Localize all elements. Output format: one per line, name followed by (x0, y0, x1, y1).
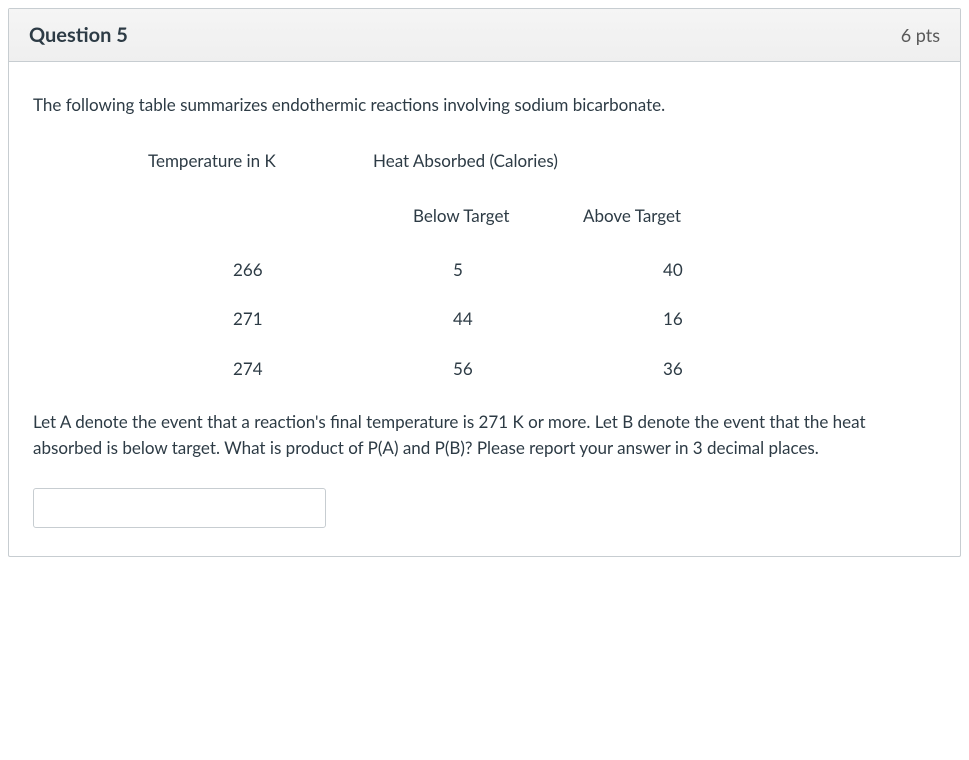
sub-header-row: Below Target Above Target (148, 203, 936, 229)
question-title: Question 5 (29, 23, 128, 47)
col-heat-header: Heat Absorbed (Calories) (373, 148, 633, 174)
cell-above: 40 (663, 257, 783, 283)
table-header-row: Temperature in K Heat Absorbed (Calories… (148, 148, 936, 174)
intro-text: The following table summarizes endotherm… (33, 92, 936, 118)
table-row: 271 44 16 (148, 306, 936, 332)
question-body: The following table summarizes endotherm… (9, 62, 960, 556)
sub-header-above: Above Target (583, 203, 743, 229)
cell-temp: 266 (233, 257, 453, 283)
question-points: 6 pts (901, 24, 940, 46)
sub-header-below: Below Target (373, 203, 583, 229)
question-header: Question 5 6 pts (9, 9, 960, 62)
table-row: 274 56 36 (148, 356, 936, 382)
cell-above: 36 (663, 356, 783, 382)
cell-temp: 274 (233, 356, 453, 382)
cell-below: 44 (453, 306, 663, 332)
cell-temp: 271 (233, 306, 453, 332)
col-temp-header: Temperature in K (148, 148, 373, 174)
cell-above: 16 (663, 306, 783, 332)
cell-below: 5 (453, 257, 663, 283)
answer-input[interactable] (33, 488, 326, 528)
table-row: 266 5 40 (148, 257, 936, 283)
data-table: Temperature in K Heat Absorbed (Calories… (33, 148, 936, 382)
question-card: Question 5 6 pts The following table sum… (8, 8, 961, 557)
question-text: Let A denote the event that a reaction's… (33, 409, 936, 460)
cell-below: 56 (453, 356, 663, 382)
